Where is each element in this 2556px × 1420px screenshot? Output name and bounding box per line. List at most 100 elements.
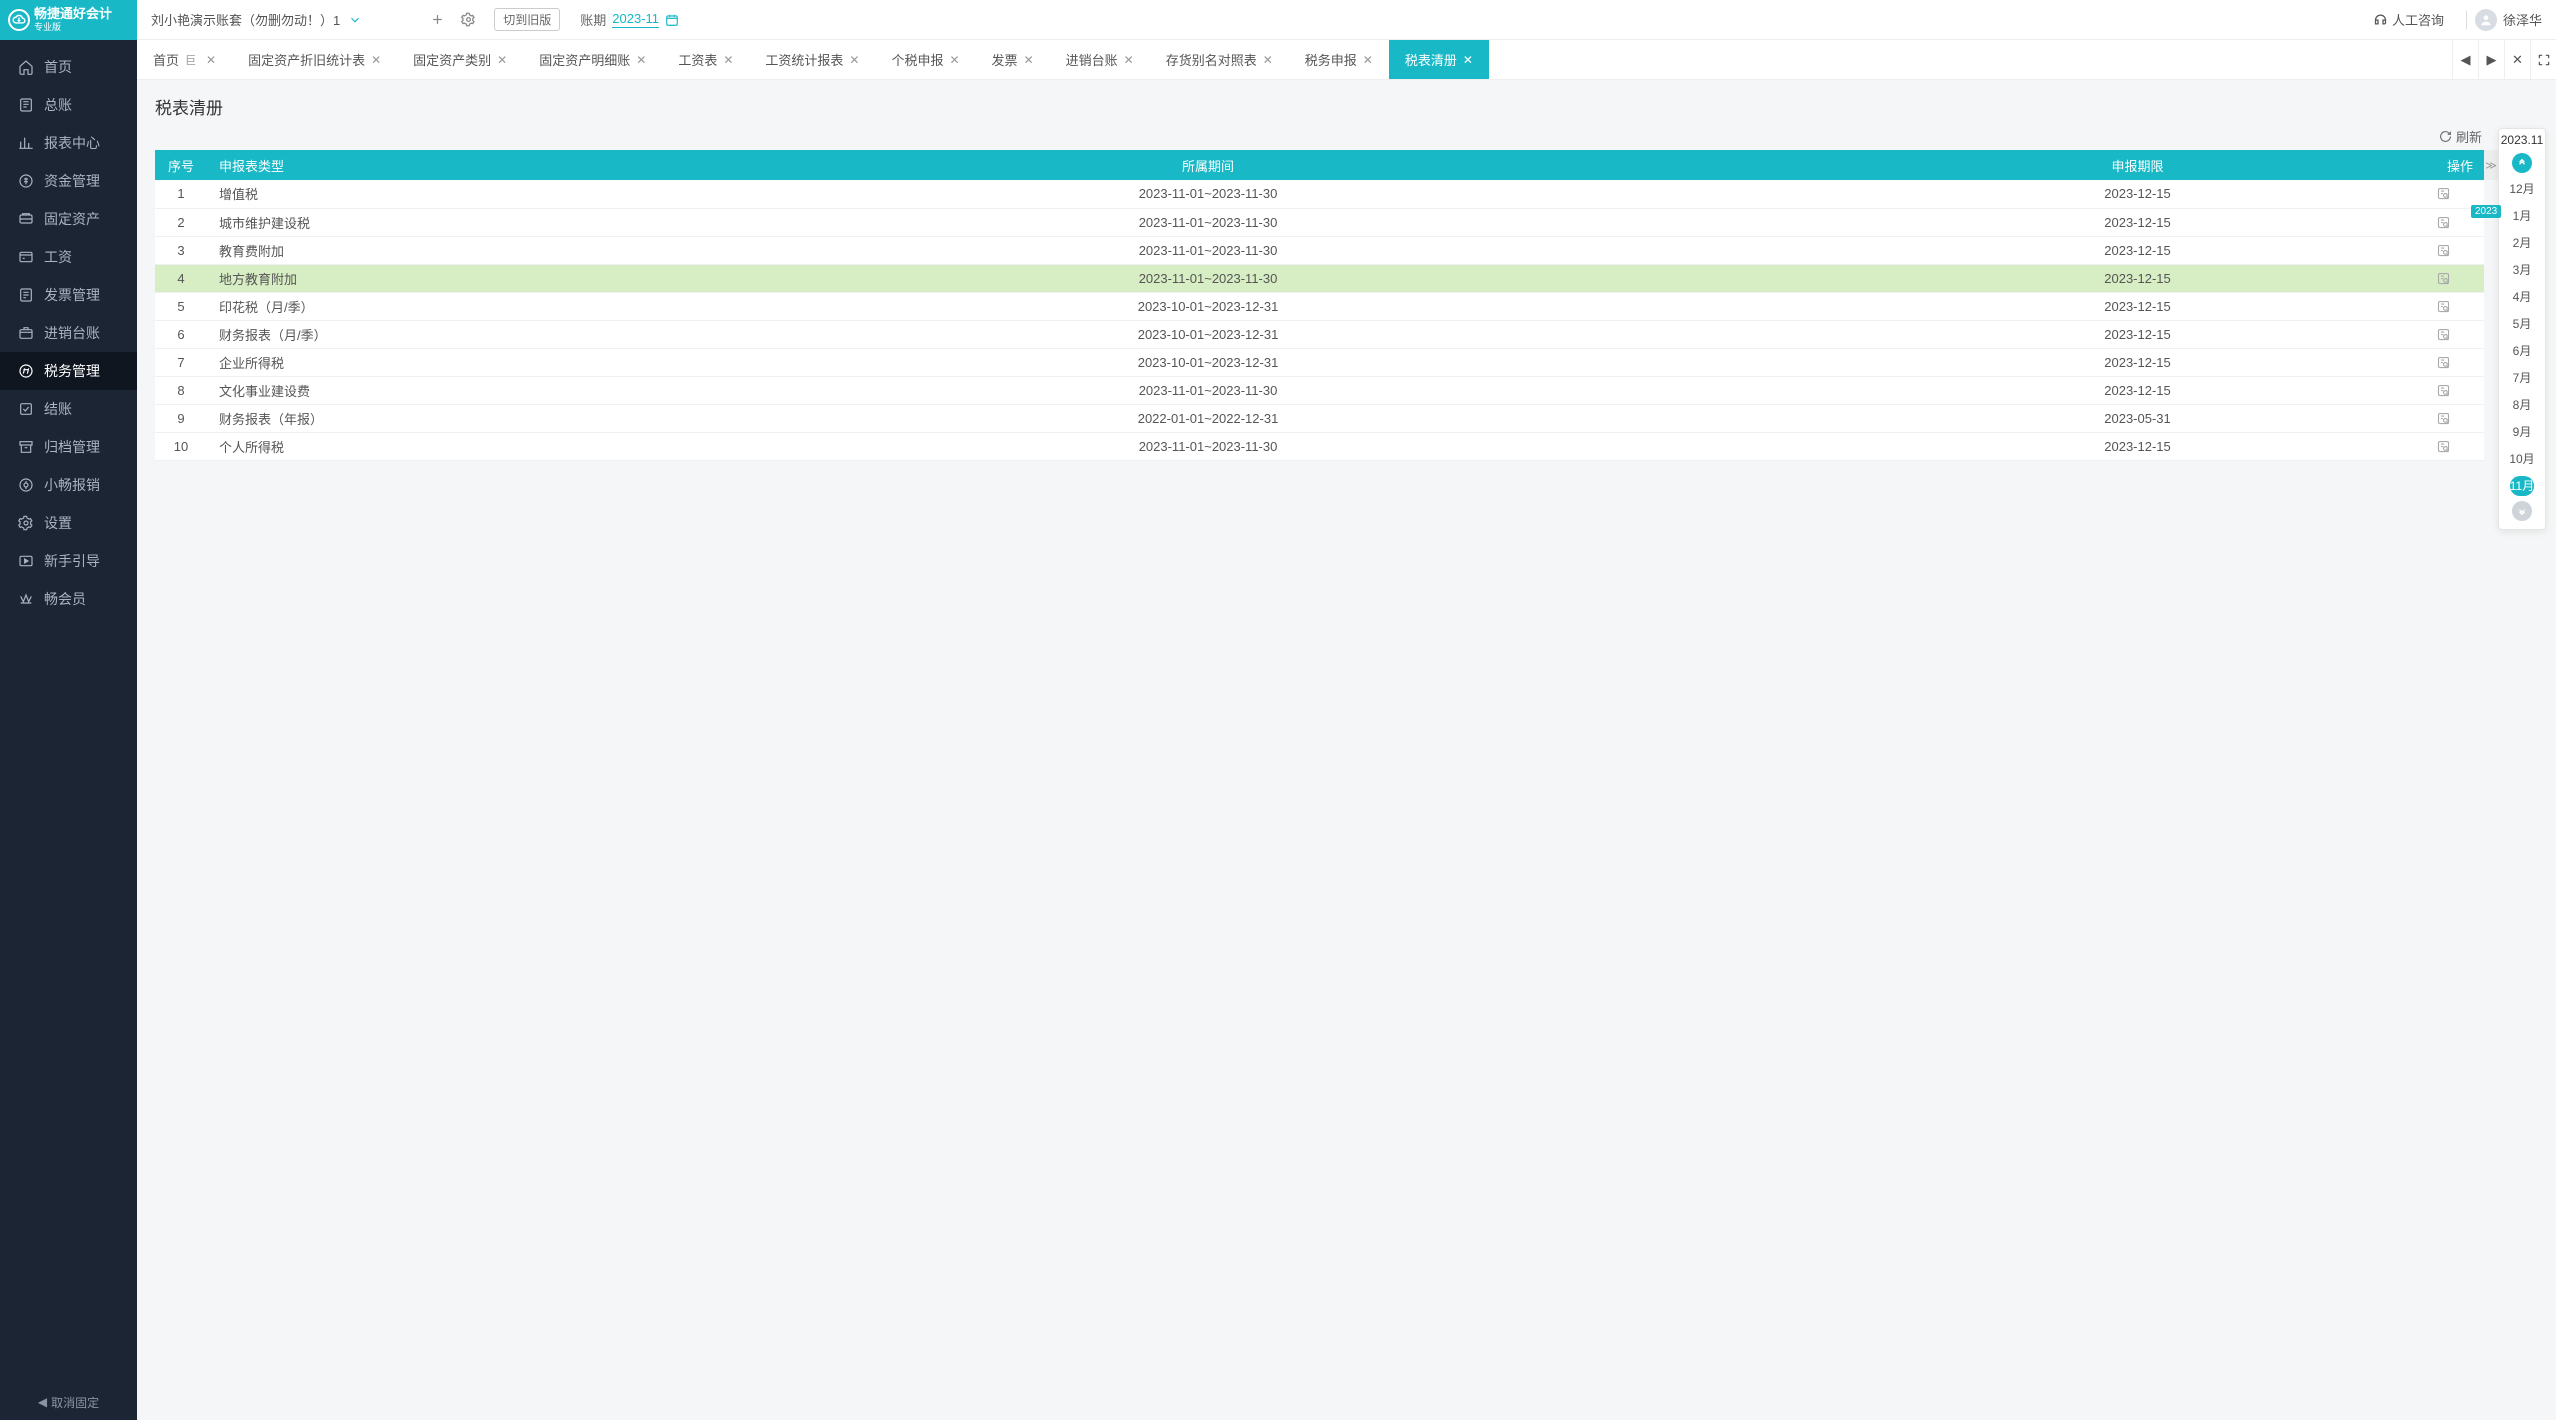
- period-value[interactable]: 2023-11: [612, 11, 659, 28]
- guide-icon: [18, 553, 34, 569]
- ym-up[interactable]: [2512, 153, 2532, 173]
- tab-7[interactable]: 发票✕: [976, 40, 1050, 79]
- cell-op: [2436, 180, 2484, 208]
- tab-close-icon[interactable]: ✕: [1463, 53, 1473, 67]
- tab-0[interactable]: 首页巨✕: [137, 40, 232, 79]
- tab-close-icon[interactable]: ✕: [1024, 53, 1034, 67]
- expand-handle[interactable]: ≫: [2484, 150, 2498, 180]
- table-row[interactable]: 2 城市维护建设税 2023-11-01~2023-11-30 2023-12-…: [155, 208, 2484, 236]
- ym-month[interactable]: 11月: [2499, 472, 2545, 499]
- pin-icon: ◀: [38, 1395, 47, 1409]
- ym-month[interactable]: 8月: [2499, 391, 2545, 418]
- sidebar-item-stock[interactable]: 进销台账: [0, 314, 137, 352]
- ym-month[interactable]: 10月: [2499, 445, 2545, 472]
- ym-month[interactable]: 3月: [2499, 256, 2545, 283]
- ym-month[interactable]: 9月: [2499, 418, 2545, 445]
- cell-type: 个人所得税: [207, 432, 577, 460]
- cell-period: 2023-11-01~2023-11-30: [577, 180, 1839, 208]
- tab-close-icon[interactable]: ✕: [1263, 53, 1273, 67]
- calendar-icon[interactable]: [665, 13, 679, 27]
- sidebar-item-asset[interactable]: 固定资产: [0, 200, 137, 238]
- view-icon[interactable]: [2436, 299, 2484, 314]
- sidebar-item-home[interactable]: 首页: [0, 48, 137, 86]
- view-icon[interactable]: [2436, 327, 2484, 342]
- table-row[interactable]: 3 教育费附加 2023-11-01~2023-11-30 2023-12-15: [155, 236, 2484, 264]
- add-icon[interactable]: [430, 12, 445, 27]
- ym-month[interactable]: 7月: [2499, 364, 2545, 391]
- ym-down[interactable]: [2512, 501, 2532, 521]
- ym-month[interactable]: 2月: [2499, 229, 2545, 256]
- tab-close-icon[interactable]: ✕: [497, 53, 507, 67]
- tab-close-icon[interactable]: ✕: [949, 53, 959, 67]
- tab-1[interactable]: 固定资产折旧统计表✕: [232, 40, 397, 79]
- table-row[interactable]: 4 地方教育附加 2023-11-01~2023-11-30 2023-12-1…: [155, 264, 2484, 292]
- tab-5[interactable]: 工资统计报表✕: [749, 40, 875, 79]
- table-row[interactable]: 7 企业所得税 2023-10-01~2023-12-31 2023-12-15: [155, 348, 2484, 376]
- tab-close-icon[interactable]: ✕: [636, 53, 646, 67]
- sidebar-item-ledger[interactable]: 总账: [0, 86, 137, 124]
- tab-3[interactable]: 固定资产明细账✕: [523, 40, 662, 79]
- ym-month[interactable]: 6月: [2499, 337, 2545, 364]
- tab-close-icon[interactable]: ✕: [849, 53, 859, 67]
- view-icon[interactable]: [2436, 186, 2484, 201]
- refresh-label: 刷新: [2456, 127, 2482, 146]
- sidebar-item-chart[interactable]: 报表中心: [0, 124, 137, 162]
- tab-close-icon[interactable]: ✕: [723, 53, 733, 67]
- table-row[interactable]: 1 增值税 2023-11-01~2023-11-30 2023-12-15: [155, 180, 2484, 208]
- sidebar-item-settings[interactable]: 设置: [0, 504, 137, 542]
- sidebar-item-close[interactable]: 结账: [0, 390, 137, 428]
- tab-6[interactable]: 个税申报✕: [875, 40, 975, 79]
- tab-close-icon[interactable]: ✕: [1363, 53, 1373, 67]
- view-icon[interactable]: [2436, 383, 2484, 398]
- tab-9[interactable]: 存货别名对照表✕: [1150, 40, 1289, 79]
- tab-close-all[interactable]: ✕: [2504, 40, 2530, 79]
- sidebar-item-expense[interactable]: 小畅报销: [0, 466, 137, 504]
- view-icon[interactable]: [2436, 355, 2484, 370]
- gear-icon[interactable]: [461, 12, 476, 27]
- cell-period: 2023-10-01~2023-12-31: [577, 348, 1839, 376]
- sidebar-item-fund[interactable]: 资金管理: [0, 162, 137, 200]
- view-icon[interactable]: [2436, 439, 2484, 454]
- brand-logo[interactable]: 畅捷通好会计 专业版: [0, 0, 137, 40]
- tab-4[interactable]: 工资表✕: [662, 40, 749, 79]
- table-row[interactable]: 8 文化事业建设费 2023-11-01~2023-11-30 2023-12-…: [155, 376, 2484, 404]
- cell-type: 教育费附加: [207, 236, 577, 264]
- tab-close-icon[interactable]: ✕: [206, 53, 216, 67]
- consult-button[interactable]: 人工咨询: [2373, 10, 2444, 29]
- view-icon[interactable]: [2436, 271, 2484, 286]
- fullscreen-icon[interactable]: [2530, 40, 2556, 79]
- sidebar-item-archive[interactable]: 归档管理: [0, 428, 137, 466]
- view-icon[interactable]: [2436, 243, 2484, 258]
- sidebar-item-salary[interactable]: 工资: [0, 238, 137, 276]
- cell-seq: 9: [155, 404, 207, 432]
- sidebar-item-label: 归档管理: [44, 437, 100, 457]
- view-icon[interactable]: [2436, 411, 2484, 426]
- sidebar-item-invoice[interactable]: 发票管理: [0, 276, 137, 314]
- sidebar-item-vip[interactable]: 畅会员: [0, 580, 137, 618]
- account-dropdown[interactable]: [348, 13, 362, 27]
- tab-10[interactable]: 税务申报✕: [1289, 40, 1389, 79]
- old-version-button[interactable]: 切到旧版: [494, 8, 560, 31]
- ym-month[interactable]: 4月: [2499, 283, 2545, 310]
- tab-close-icon[interactable]: ✕: [1124, 53, 1134, 67]
- refresh-button[interactable]: 刷新: [2439, 127, 2482, 146]
- tab-prev[interactable]: ◀: [2452, 40, 2478, 79]
- ym-month[interactable]: 12月: [2499, 175, 2545, 202]
- table-row[interactable]: 6 财务报表（月/季） 2023-10-01~2023-12-31 2023-1…: [155, 320, 2484, 348]
- tab-2[interactable]: 固定资产类别✕: [397, 40, 523, 79]
- ym-month[interactable]: 20231月: [2499, 202, 2545, 229]
- table-row[interactable]: 10 个人所得税 2023-11-01~2023-11-30 2023-12-1…: [155, 432, 2484, 460]
- table-row[interactable]: 9 财务报表（年报） 2022-01-01~2022-12-31 2023-05…: [155, 404, 2484, 432]
- sidebar-item-label: 工资: [44, 247, 72, 267]
- tab-11[interactable]: 税表清册✕: [1389, 40, 1489, 79]
- tab-next[interactable]: ▶: [2478, 40, 2504, 79]
- table-row[interactable]: 5 印花税（月/季） 2023-10-01~2023-12-31 2023-12…: [155, 292, 2484, 320]
- ym-month[interactable]: 5月: [2499, 310, 2545, 337]
- sidebar-item-guide[interactable]: 新手引导: [0, 542, 137, 580]
- tab-8[interactable]: 进销台账✕: [1050, 40, 1150, 79]
- sidebar-item-tax[interactable]: 税务管理: [0, 352, 137, 390]
- user-menu[interactable]: 徐泽华: [2475, 9, 2542, 31]
- tab-close-icon[interactable]: ✕: [371, 53, 381, 67]
- cell-seq: 5: [155, 292, 207, 320]
- unpin-button[interactable]: ◀ 取消固定: [0, 1384, 137, 1420]
